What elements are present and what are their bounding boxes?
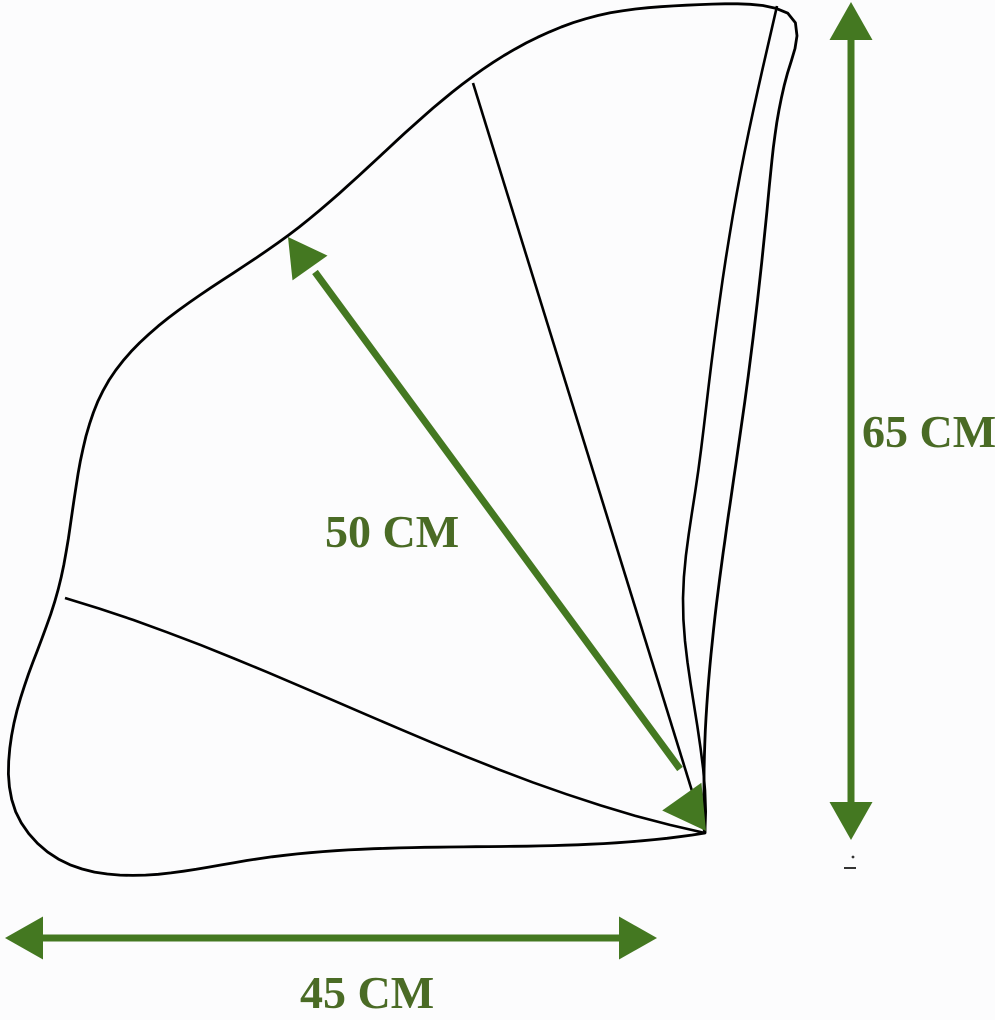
svg-text:50 CM: 50 CM (325, 506, 459, 557)
svg-text:45 CM: 45 CM (300, 967, 434, 1018)
svg-text:65 CM: 65 CM (862, 406, 995, 457)
